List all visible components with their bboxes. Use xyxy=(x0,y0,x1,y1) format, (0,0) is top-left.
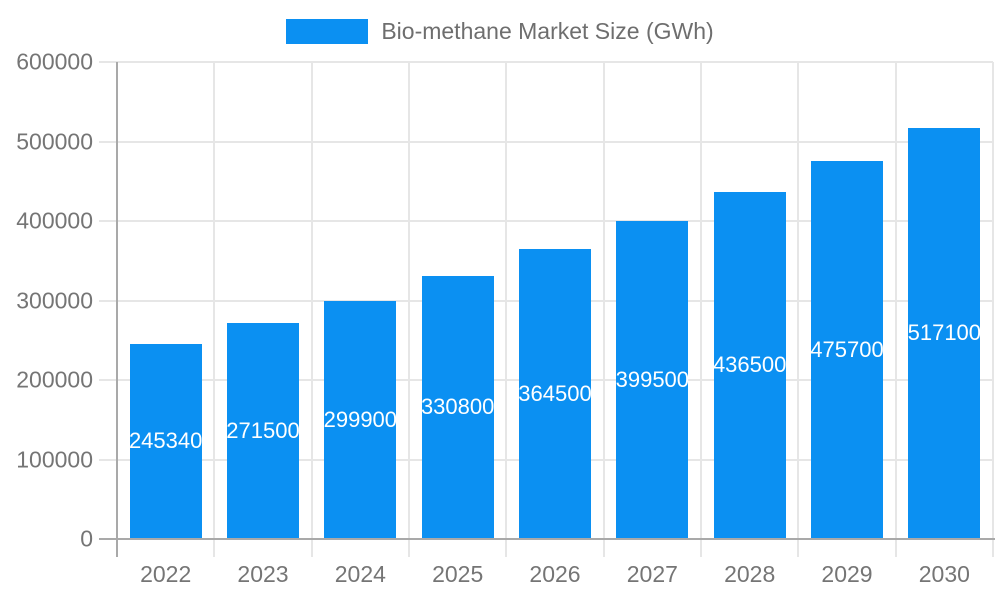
bar-value-label: 299900 xyxy=(323,406,398,432)
bar-2023[interactable]: 271500 xyxy=(226,323,300,539)
bar-value-label: 399500 xyxy=(615,367,690,393)
x-axis-line xyxy=(99,538,995,540)
x-axis-tick-label: 2022 xyxy=(140,561,192,587)
x-gridline xyxy=(894,62,897,557)
y-gridline xyxy=(99,140,993,143)
x-gridline xyxy=(505,62,508,557)
x-gridline xyxy=(602,62,605,557)
bar-2024[interactable]: 299900 xyxy=(323,300,398,539)
x-gridline xyxy=(700,62,702,557)
y-axis-line xyxy=(116,62,118,557)
x-gridline xyxy=(310,62,313,557)
bar-2027[interactable]: 399500 xyxy=(615,221,690,539)
bar-value-label: 436500 xyxy=(712,352,787,378)
x-axis-tick-label: 2028 xyxy=(724,561,776,587)
x-axis-tick-label: 2024 xyxy=(334,561,386,587)
y-axis-tick-label: 500000 xyxy=(16,128,93,154)
y-axis-tick-label: 600000 xyxy=(16,48,93,75)
x-gridline xyxy=(213,62,216,557)
legend-swatch xyxy=(286,18,369,44)
x-axis-tick-label: 2030 xyxy=(918,561,970,587)
plot-area: 0 100000 200000 300000 400000 500000 600000 245… xyxy=(16,49,995,587)
bar-value-label: 517100 xyxy=(907,320,982,346)
x-axis-tick-label: 2026 xyxy=(529,561,581,587)
y-axis-tick-label: 400000 xyxy=(16,207,93,234)
y-axis-tick-label: 100000 xyxy=(16,446,93,472)
x-gridline xyxy=(408,62,410,557)
y-gridline xyxy=(99,220,993,222)
bar-2028[interactable]: 436500 xyxy=(712,191,787,539)
x-axis-tick-label: 2029 xyxy=(821,561,873,587)
bar-2029[interactable]: 475700 xyxy=(810,160,884,539)
legend-label: Bio-methane Market Size (GWh) xyxy=(381,17,714,44)
bar-2026[interactable]: 364500 xyxy=(518,249,592,539)
y-axis-tick-label: 200000 xyxy=(16,366,93,393)
x-gridline xyxy=(992,62,994,557)
bar-value-label: 475700 xyxy=(810,336,884,362)
legend-item[interactable]: Bio-methane Market Size (GWh) xyxy=(0,0,1000,62)
x-axis-tick-label: 2025 xyxy=(432,561,484,587)
bar-value-label: 330800 xyxy=(420,394,495,420)
bar-2025[interactable]: 330800 xyxy=(420,276,495,539)
bar-2030[interactable]: 517100 xyxy=(907,127,982,539)
x-axis-tick-label: 2027 xyxy=(626,561,678,587)
bar-value-label: 364500 xyxy=(518,381,592,407)
y-axis-tick-label: 300000 xyxy=(16,287,93,313)
bar-value-label: 271500 xyxy=(226,418,300,444)
bar-2022[interactable]: 245340 xyxy=(128,343,203,539)
y-gridline xyxy=(99,61,993,63)
y-axis-tick-label: 0 xyxy=(80,525,93,552)
x-gridline xyxy=(797,62,800,557)
x-axis-tick-label: 2023 xyxy=(237,561,289,587)
bar-value-label: 245340 xyxy=(128,428,203,454)
